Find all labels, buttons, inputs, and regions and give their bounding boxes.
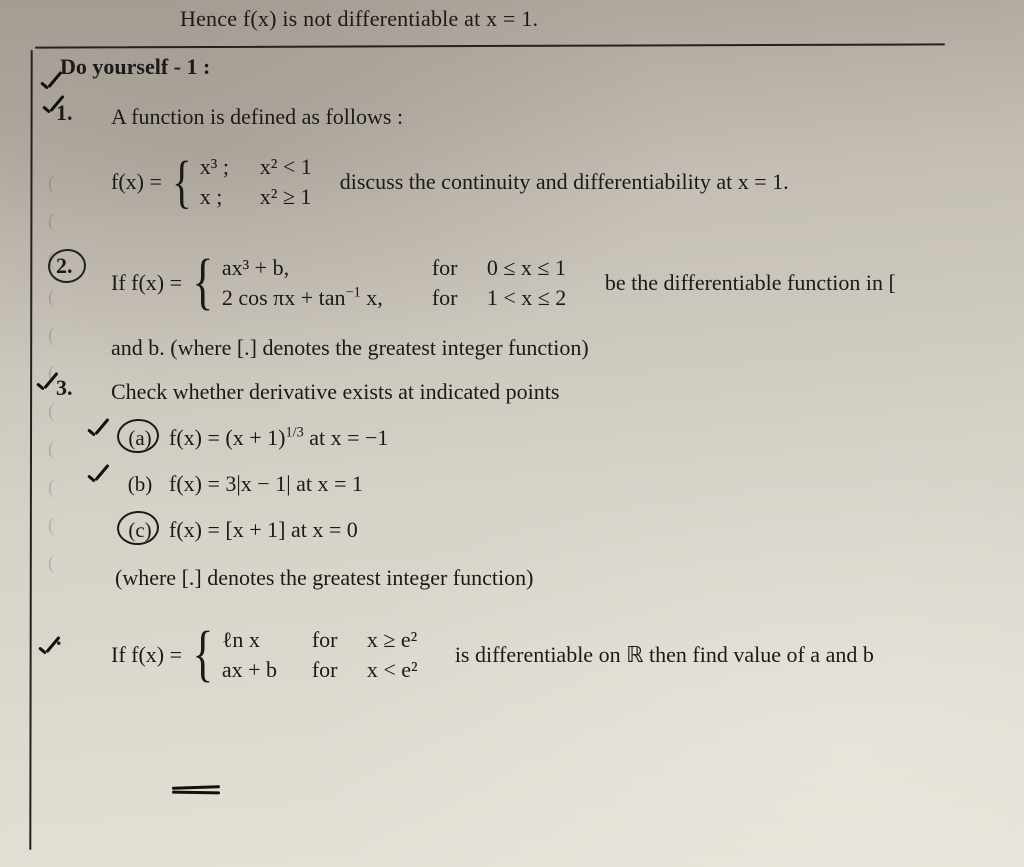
section-heading: Do yourself - 1 :	[60, 54, 1004, 80]
q3c: (c) f(x) = [x + 1] at x = 0	[111, 513, 1004, 547]
q1-tail: discuss the continuity and differentiabi…	[340, 165, 789, 199]
q3b: (b) f(x) = 3|x − 1| at x = 1	[111, 467, 1004, 501]
q4-case2-for: for	[312, 655, 367, 685]
q4-piecewise: { ℓn x for x ≥ e² ax + b for x < e²	[186, 625, 447, 684]
q4-case2-expr: ax + b	[222, 655, 312, 685]
left-brace-icon: {	[193, 630, 214, 680]
q2-case2-for: for	[432, 283, 487, 313]
q3b-text: f(x) = 3|x − 1| at x = 1	[169, 467, 363, 501]
q3-intro: Check whether derivative exists at indic…	[111, 375, 1004, 409]
q3a: (a) f(x) = (x + 1)1/3 at x = −1	[111, 421, 1004, 455]
check-mark-icon	[36, 74, 64, 98]
q4-case1-expr: ℓn x	[222, 625, 312, 655]
q2-case2-expr: 2 cos πx + tan−1 x,	[222, 283, 432, 313]
q2-tail: be the differentiable function in [	[605, 266, 896, 300]
q1-piecewise: { x³ ; x² < 1 x ; x² ≥ 1	[166, 152, 330, 211]
top-conclusion-line: Hence f(x) is not differentiable at x = …	[50, 0, 1004, 32]
left-brace-icon: {	[193, 258, 214, 308]
q2-case2-cond: 1 < x ≤ 2	[487, 283, 597, 313]
pen-scribble-icon	[172, 782, 220, 798]
question-3: 3. Check whether derivative exists at in…	[50, 375, 1004, 595]
q4-lead: If f(x) =	[111, 638, 182, 672]
q4-tail: is differentiable on ℝ then find value o…	[455, 638, 874, 672]
q1-case2-expr: x ;	[200, 182, 260, 212]
q3a-text: f(x) = (x + 1)1/3 at x = −1	[169, 421, 388, 455]
q1-intro: A function is defined as follows :	[111, 100, 1004, 134]
q2-piecewise: { ax³ + b, for 0 ≤ x ≤ 1 2 cos πx + tan−…	[186, 253, 597, 312]
left-brace-icon: {	[172, 159, 191, 205]
q2-lead: If f(x) =	[111, 266, 182, 300]
q1-case1-expr: x³ ;	[200, 152, 260, 182]
q3c-label: (c)	[111, 514, 169, 547]
q1-lhs: f(x) =	[111, 165, 162, 199]
q2-case1-expr: ax³ + b,	[222, 253, 432, 283]
question-2: 2. If f(x) = { ax³ + b, for 0 ≤ x ≤ 1 2 …	[50, 253, 1004, 364]
question-4: . If f(x) = { ℓn x for x ≥ e² ax + b for	[50, 625, 1004, 684]
q3-note: (where [.] denotes the greatest integer …	[115, 561, 1004, 595]
question-number-1: 1.	[50, 100, 111, 126]
question-number-3: 3.	[50, 375, 111, 401]
q2-case1-cond: 0 ≤ x ≤ 1	[487, 253, 597, 283]
q2-line2: and b. (where [.] denotes the greatest i…	[111, 331, 1004, 365]
q2-case1-for: for	[432, 253, 487, 283]
q3a-label: (a)	[111, 422, 169, 455]
q3c-text: f(x) = [x + 1] at x = 0	[169, 513, 358, 547]
q4-case1-cond: x ≥ e²	[367, 625, 447, 655]
check-mark-icon	[83, 467, 111, 491]
q3b-label: (b)	[111, 468, 169, 501]
check-mark-icon	[83, 421, 111, 445]
page-scan: Hence f(x) is not differentiable at x = …	[0, 0, 1024, 867]
q1-case2-cond: x² ≥ 1	[260, 182, 330, 212]
q4-case2-cond: x < e²	[367, 655, 447, 685]
question-1: 1. A function is defined as follows : f(…	[50, 100, 1004, 211]
question-number-2: 2.	[50, 253, 111, 279]
question-number-4: .	[50, 625, 111, 651]
q4-case1-for: for	[312, 625, 367, 655]
q1-case1-cond: x² < 1	[260, 152, 330, 182]
